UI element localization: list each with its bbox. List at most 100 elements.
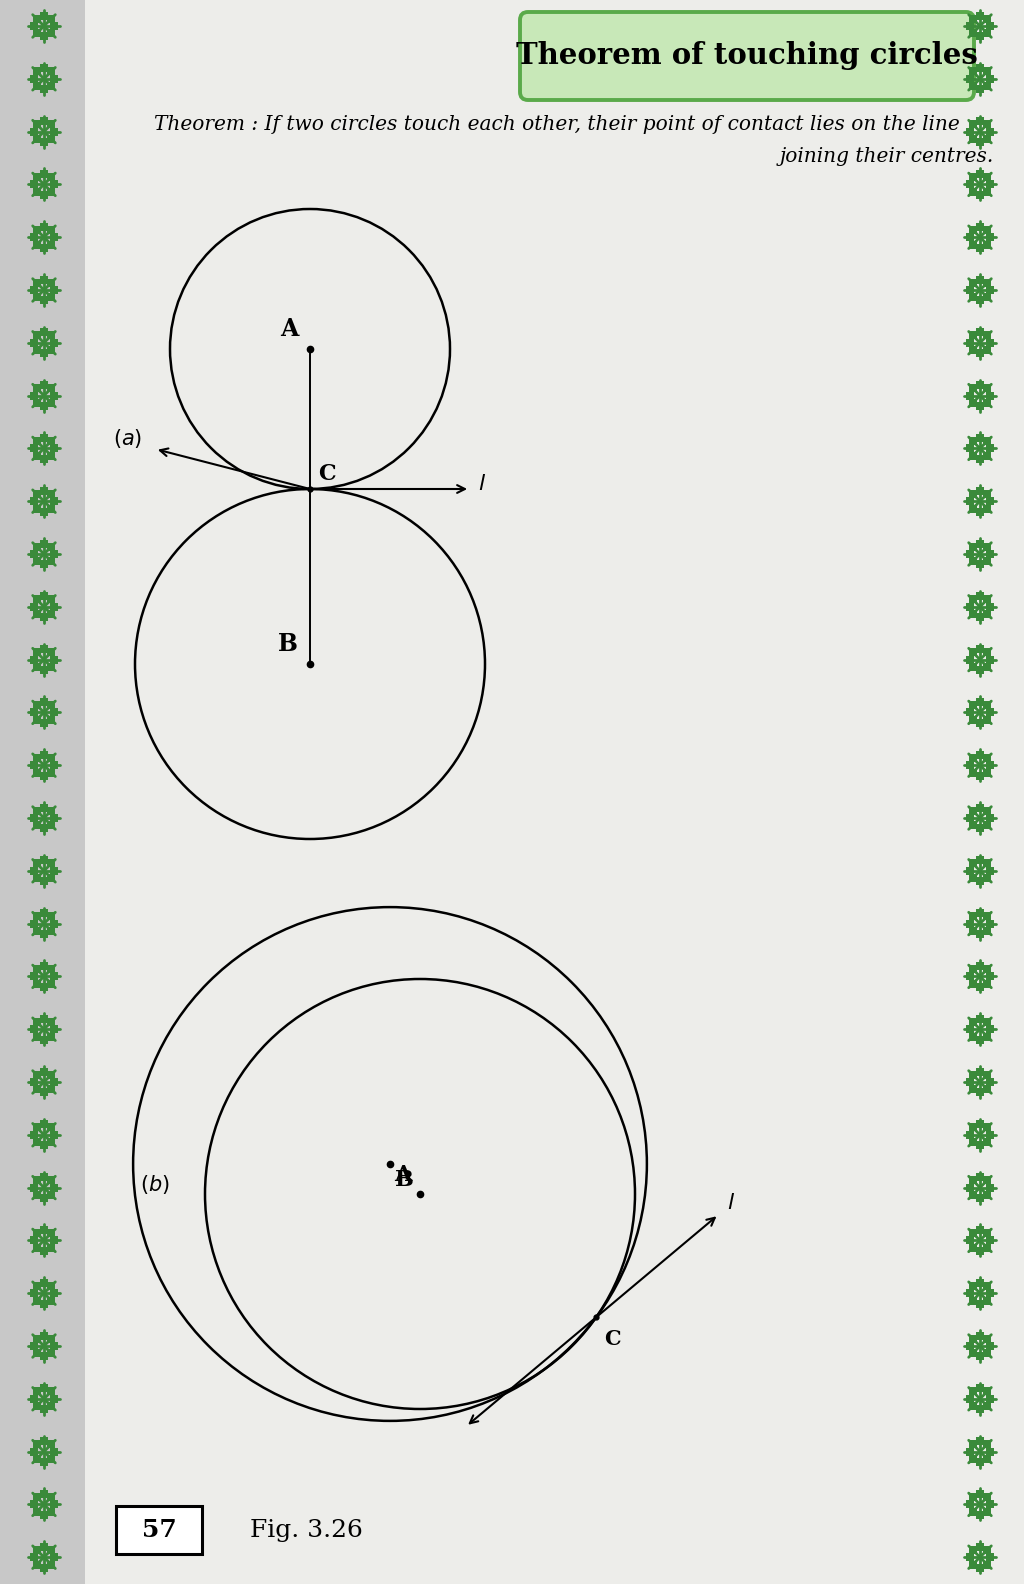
Bar <box>47 279 55 287</box>
Bar <box>986 973 994 980</box>
Bar <box>47 1402 55 1410</box>
Bar <box>983 806 991 814</box>
Bar <box>969 1350 977 1357</box>
Bar <box>976 169 984 177</box>
Bar <box>47 14 55 22</box>
Bar <box>969 385 977 393</box>
Bar <box>969 135 977 143</box>
Bar <box>969 1229 977 1237</box>
Bar <box>976 348 984 358</box>
Bar <box>33 120 41 128</box>
Bar <box>40 11 48 19</box>
Bar <box>976 645 984 653</box>
Bar <box>966 22 974 30</box>
Bar <box>966 866 974 874</box>
Bar <box>976 699 984 706</box>
Bar <box>966 1448 974 1456</box>
Bar <box>983 558 991 565</box>
Bar <box>30 1396 38 1403</box>
Bar <box>969 82 977 90</box>
Bar <box>969 14 977 22</box>
Bar <box>983 135 991 143</box>
Bar <box>50 1396 58 1403</box>
Bar <box>40 982 48 992</box>
Bar <box>47 173 55 181</box>
Bar <box>969 227 977 234</box>
Bar <box>986 814 994 822</box>
Bar <box>40 857 48 865</box>
Bar <box>976 1405 984 1413</box>
Bar <box>976 402 984 410</box>
Bar <box>33 927 41 935</box>
Bar <box>50 1079 58 1087</box>
Bar <box>47 241 55 249</box>
Bar <box>983 385 991 393</box>
Bar <box>33 860 41 868</box>
Bar <box>983 82 991 90</box>
Bar <box>33 1456 41 1464</box>
Bar <box>969 1546 977 1554</box>
Bar <box>983 768 991 776</box>
Bar <box>30 1237 38 1245</box>
Bar <box>40 32 48 41</box>
Bar <box>40 328 48 336</box>
Bar <box>969 927 977 935</box>
Bar <box>976 190 984 200</box>
Bar <box>40 665 48 675</box>
Bar <box>33 82 41 90</box>
Bar <box>47 68 55 76</box>
Bar <box>47 135 55 143</box>
Bar <box>986 497 994 505</box>
Bar <box>33 1243 41 1251</box>
Bar <box>976 1140 984 1150</box>
Bar <box>30 1131 38 1139</box>
Bar <box>40 1511 48 1519</box>
Bar <box>40 455 48 463</box>
Bar <box>47 1297 55 1305</box>
Bar <box>33 648 41 656</box>
Bar <box>40 592 48 600</box>
Bar <box>976 328 984 336</box>
Bar <box>969 1402 977 1410</box>
Bar <box>983 241 991 249</box>
Bar <box>986 1079 994 1087</box>
Bar <box>976 507 984 516</box>
Bar <box>966 1237 974 1245</box>
Bar <box>976 276 984 284</box>
Bar <box>47 82 55 90</box>
Bar <box>976 1437 984 1445</box>
Bar <box>969 1085 977 1093</box>
Bar <box>976 32 984 41</box>
Bar <box>50 391 58 399</box>
Bar <box>47 768 55 776</box>
Bar <box>969 1139 977 1147</box>
Bar <box>969 1494 977 1502</box>
Bar <box>986 1131 994 1139</box>
Bar <box>50 1448 58 1456</box>
Bar <box>986 1183 994 1191</box>
Bar <box>47 754 55 762</box>
Bar <box>969 1456 977 1464</box>
Bar <box>986 74 994 82</box>
FancyBboxPatch shape <box>520 13 974 100</box>
Bar <box>33 822 41 830</box>
Bar <box>983 596 991 604</box>
Bar <box>986 1289 994 1297</box>
Bar <box>33 806 41 814</box>
Bar <box>33 14 41 22</box>
Bar <box>983 489 991 497</box>
Bar <box>33 1033 41 1041</box>
Bar <box>30 74 38 82</box>
Bar <box>983 648 991 656</box>
Bar <box>976 930 984 938</box>
Bar <box>47 451 55 459</box>
Bar <box>40 1015 48 1023</box>
Bar <box>30 708 38 716</box>
Bar <box>40 1247 48 1255</box>
Bar <box>40 909 48 917</box>
Bar <box>986 1448 994 1456</box>
Bar <box>30 1289 38 1297</box>
Bar <box>976 824 984 833</box>
Text: C: C <box>604 1329 621 1350</box>
Bar <box>983 822 991 830</box>
